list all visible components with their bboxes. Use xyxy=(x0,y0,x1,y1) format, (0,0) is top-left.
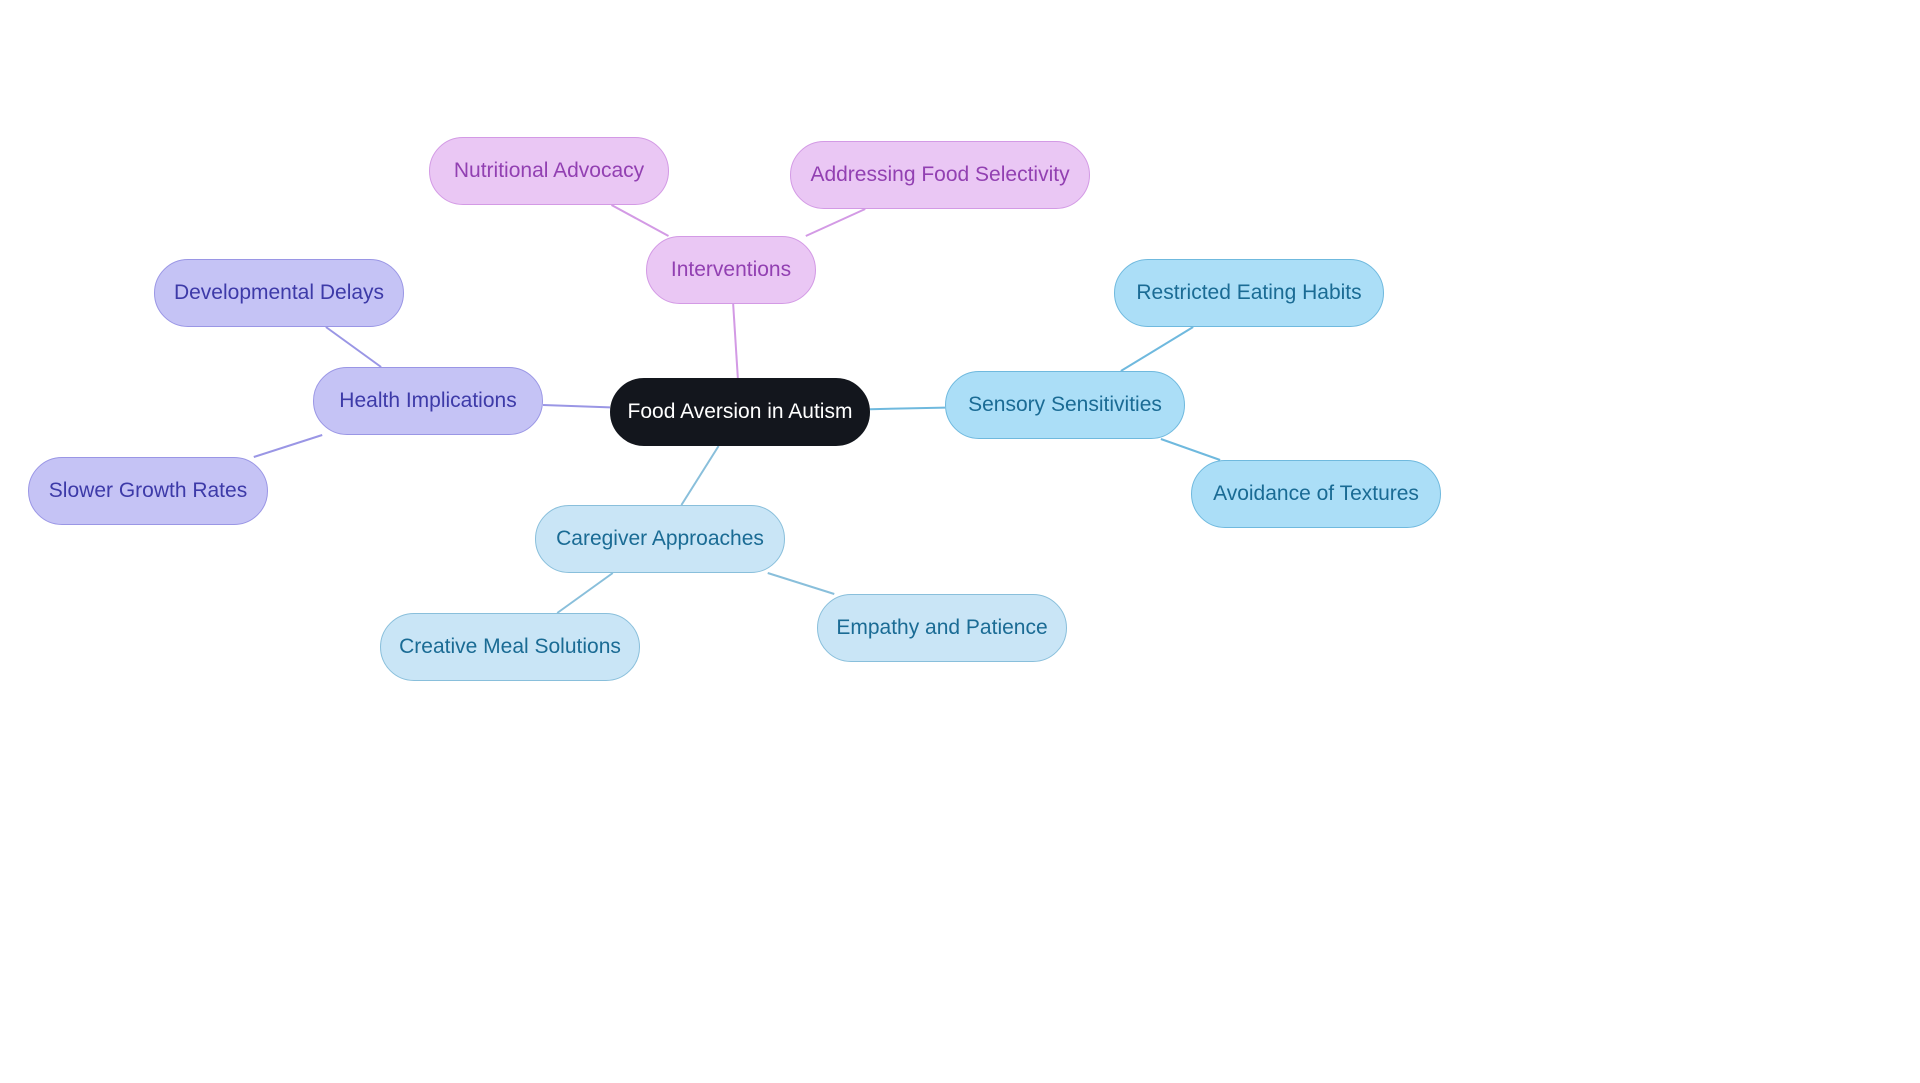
node-label: Restricted Eating Habits xyxy=(1136,281,1361,305)
node-avoidance: Avoidance of Textures xyxy=(1191,460,1441,528)
node-label: Health Implications xyxy=(339,389,516,413)
node-label: Developmental Delays xyxy=(174,281,384,305)
node-root: Food Aversion in Autism xyxy=(610,378,870,446)
node-label: Empathy and Patience xyxy=(836,616,1047,640)
node-sensory: Sensory Sensitivities xyxy=(945,371,1185,439)
node-growth: Slower Growth Rates xyxy=(28,457,268,525)
node-restricted: Restricted Eating Habits xyxy=(1114,259,1384,327)
node-nutritional: Nutritional Advocacy xyxy=(429,137,669,205)
node-label: Interventions xyxy=(671,258,791,282)
node-label: Nutritional Advocacy xyxy=(454,159,644,183)
node-selectivity: Addressing Food Selectivity xyxy=(790,141,1090,209)
node-label: Sensory Sensitivities xyxy=(968,393,1162,417)
node-label: Avoidance of Textures xyxy=(1213,482,1419,506)
node-dev: Developmental Delays xyxy=(154,259,404,327)
node-caregiver: Caregiver Approaches xyxy=(535,505,785,573)
node-label: Caregiver Approaches xyxy=(556,527,764,551)
node-label: Creative Meal Solutions xyxy=(399,635,621,659)
node-empathy: Empathy and Patience xyxy=(817,594,1067,662)
node-interventions: Interventions xyxy=(646,236,816,304)
node-creative: Creative Meal Solutions xyxy=(380,613,640,681)
node-label: Slower Growth Rates xyxy=(49,479,247,503)
node-label: Addressing Food Selectivity xyxy=(810,163,1069,187)
node-health: Health Implications xyxy=(313,367,543,435)
node-label: Food Aversion in Autism xyxy=(628,400,853,424)
